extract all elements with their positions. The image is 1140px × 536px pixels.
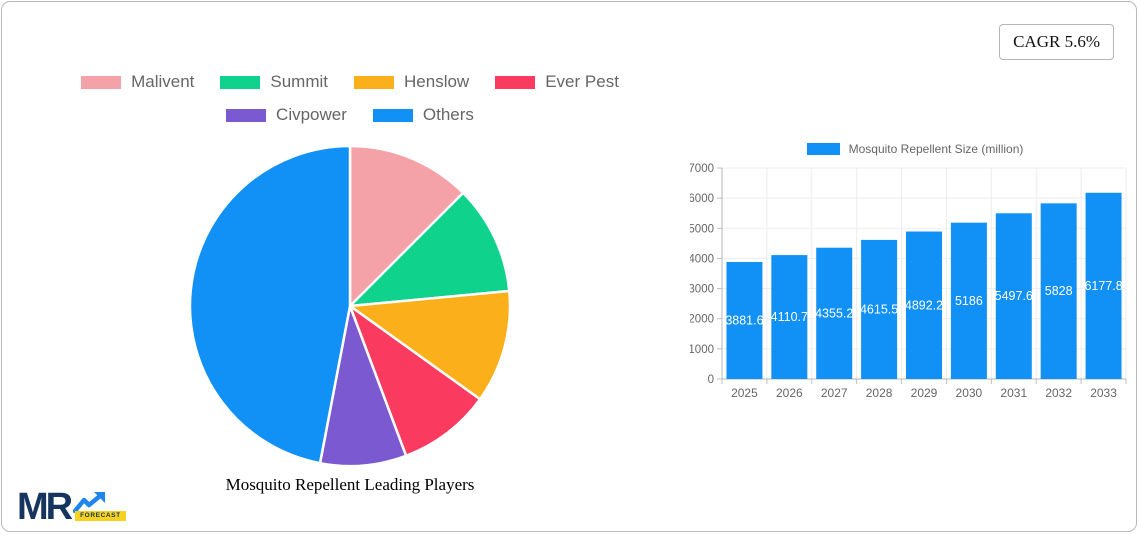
y-tick-label: 6000 — [690, 193, 714, 205]
bar-chart-section: Mosquito Repellent Size (million) 0 1000 2… — [690, 142, 1136, 402]
bar-value-label: 5186 — [955, 294, 983, 308]
pie-chart — [188, 144, 512, 468]
legend-item-civpower[interactable]: Civpower — [226, 105, 347, 125]
legend-label: Summit — [270, 72, 329, 91]
x-tick-label: 2033 — [1090, 386, 1117, 400]
y-tick-label: 4000 — [690, 253, 714, 265]
legend-swatch — [220, 75, 261, 89]
bar-2030 — [950, 222, 987, 379]
y-tick-label: 2000 — [690, 314, 714, 326]
pie-legend: Malivent Summit Henslow Ever Pest Civpower Ot… — [2, 72, 698, 125]
x-tick-label: 2028 — [866, 386, 893, 400]
y-tick-label: 3000 — [690, 284, 714, 296]
bar-value-label: 4110.7 — [771, 310, 808, 324]
bar-value-label: 5497.6 — [995, 289, 1033, 303]
y-tick-label: 0 — [708, 374, 714, 386]
bar-2026 — [771, 255, 808, 379]
legend-label: Malivent — [131, 72, 195, 91]
x-tick-label: 2027 — [821, 386, 848, 400]
bar-2033 — [1085, 192, 1122, 379]
pie-legend-row: Malivent Summit Henslow Ever Pest — [81, 72, 619, 92]
legend-swatch — [81, 75, 122, 89]
legend-item-ever-pest[interactable]: Ever Pest — [495, 72, 619, 92]
legend-swatch — [372, 108, 413, 122]
legend-label: Civpower — [276, 105, 347, 124]
legend-swatch — [354, 75, 395, 89]
pie-slice-ever-pest — [348, 304, 482, 458]
bar-2027 — [816, 247, 853, 379]
bar-value-label: 6177.8 — [1084, 279, 1122, 293]
x-tick-label: 2031 — [1000, 386, 1027, 400]
pie-chart-section: Malivent Summit Henslow Ever Pest Civpower Ot… — [2, 2, 698, 495]
bar-value-label: 5828 — [1045, 284, 1073, 298]
legend-swatch — [226, 108, 267, 122]
x-tick-label: 2025 — [731, 386, 758, 400]
bar-value-label: 3881.6 — [725, 313, 763, 327]
legend-label: Henslow — [404, 72, 470, 91]
pie-slice-henslow — [348, 289, 512, 401]
trend-arrow-icon — [73, 491, 106, 513]
legend-item-malivent[interactable]: Malivent — [81, 72, 194, 92]
bar-2025 — [726, 262, 763, 379]
bar-chart-legend[interactable]: Mosquito Repellent Size (million) — [690, 142, 1136, 156]
logo-brand-text: MR — [17, 485, 73, 528]
bar-2028 — [861, 239, 898, 379]
bar-2032 — [1040, 203, 1077, 379]
legend-swatch — [495, 75, 536, 89]
pie-legend-row: Civpower Others — [226, 105, 474, 125]
legend-item-summit[interactable]: Summit — [220, 72, 328, 92]
bar-value-label: 4892.2 — [905, 298, 943, 312]
y-tick-label: 7000 — [690, 163, 714, 175]
legend-item-others[interactable]: Others — [372, 105, 474, 125]
bar-2029 — [906, 231, 942, 379]
x-tick-label: 2032 — [1045, 386, 1072, 400]
x-tick-label: 2026 — [776, 386, 803, 400]
legend-label: Others — [422, 105, 474, 124]
bar-chart: 0 1000 2000 3000 4000 5000 6000 7000 3881.6 2025 4… — [690, 163, 1127, 400]
pie-slice-malivent — [348, 144, 465, 308]
x-tick-label: 2030 — [956, 386, 983, 400]
legend-label: Ever Pest — [545, 72, 619, 91]
pie-slice-summit — [348, 191, 511, 308]
legend-item-henslow[interactable]: Henslow — [354, 72, 469, 92]
bar-value-label: 4615.5 — [860, 302, 898, 316]
y-tick-label: 5000 — [690, 223, 714, 235]
x-tick-label: 2029 — [911, 386, 938, 400]
bar-legend-swatch — [806, 143, 840, 155]
pie-slice-civpower — [318, 304, 408, 468]
mr-forecast-logo: MR FORECAST — [17, 485, 126, 528]
y-tick-label: 1000 — [690, 344, 714, 356]
logo-badge: FORECAST — [75, 510, 126, 522]
bar-2031 — [995, 213, 1032, 379]
pie-chart-title: Mosquito Repellent Leading Players — [225, 475, 475, 494]
cagr-badge: CAGR 5.6% — [999, 24, 1114, 60]
bar-value-label: 4355.2 — [815, 306, 853, 320]
bar-legend-label: Mosquito Repellent Size (million) — [848, 142, 1024, 156]
pie-slice-others — [188, 144, 352, 465]
